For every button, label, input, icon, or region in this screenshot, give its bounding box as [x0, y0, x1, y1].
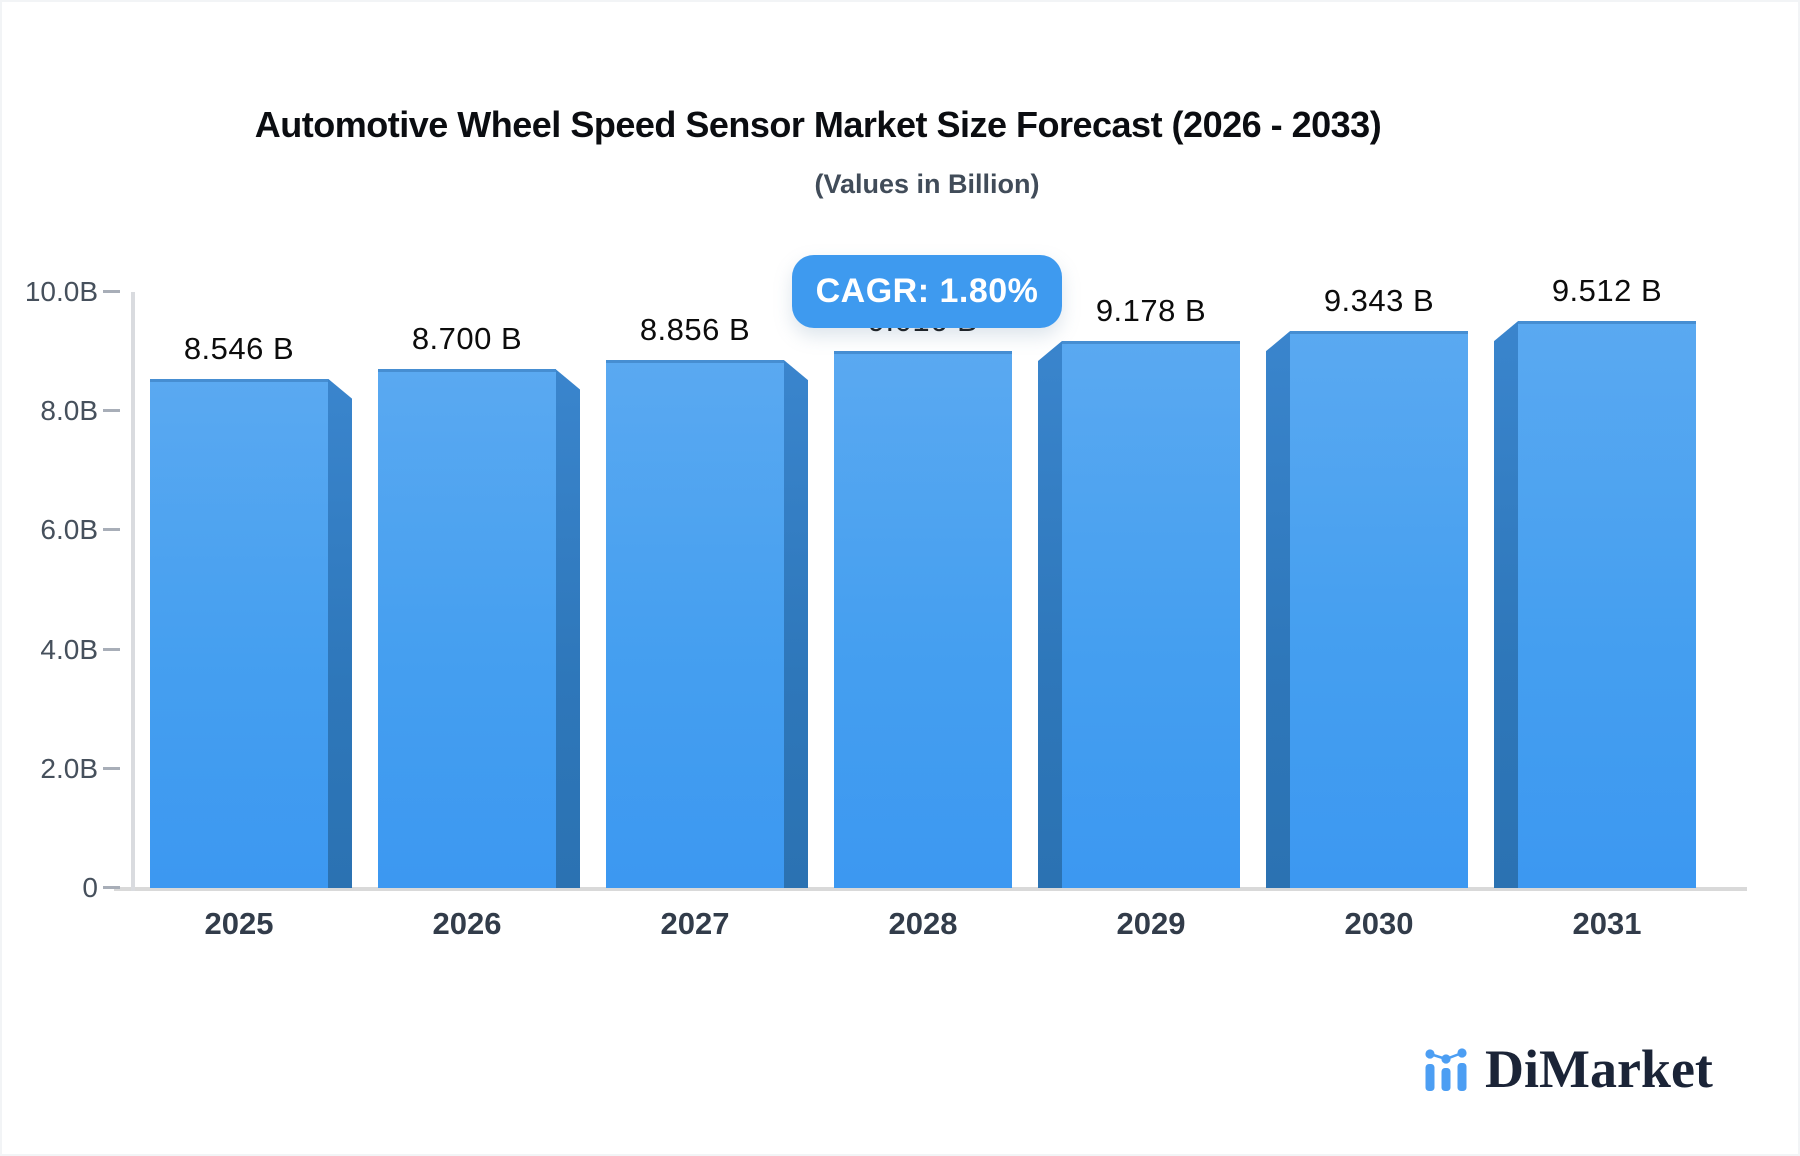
y-tick-label-6.0B: 6.0B [40, 514, 98, 546]
y-tick-mark [103, 528, 120, 532]
x-axis-label-2025: 2025 [204, 906, 274, 941]
y-tick-label-4.0B: 4.0B [40, 633, 98, 665]
x-axis-label-2026: 2026 [432, 906, 502, 941]
y-tick-label-2.0B: 2.0B [40, 752, 98, 784]
y-tick-label-10.0B: 10.0B [24, 276, 98, 307]
bar-value-label-2026: 8.700 B [411, 321, 523, 357]
x-axis-label-2029: 2029 [1116, 906, 1186, 941]
bar-value-label-2025: 8.546 B [183, 330, 295, 366]
mini-bar-chart-logo-icon [1425, 1048, 1467, 1091]
y-tick-mark [103, 290, 120, 293]
y-axis-line [131, 292, 135, 891]
y-tick-mark [103, 409, 120, 413]
x-axis-label-2030: 2030 [1344, 906, 1414, 941]
bar-2028[interactable] [834, 350, 1012, 888]
bar-side-2027 [784, 360, 808, 888]
y-tick-label-0: 0 [82, 872, 98, 903]
x-axis-label-2031: 2031 [1572, 906, 1642, 941]
bar-2026[interactable] [378, 369, 556, 888]
bar-side-2026 [556, 369, 580, 888]
y-tick-label-8.0B: 8.0B [40, 395, 98, 427]
bar-side-2025 [328, 378, 352, 888]
brand-name: DiMarket [1485, 1039, 1713, 1099]
bar-2031[interactable] [1518, 321, 1696, 888]
x-axis-label-2027: 2027 [660, 906, 730, 941]
x-axis-baseline [114, 887, 1747, 891]
bar-value-label-2029: 9.178 B [1095, 292, 1207, 328]
bar-2027[interactable] [606, 360, 784, 888]
x-axis-label-2028: 2028 [888, 906, 958, 941]
brand-logo: DiMarket [1423, 1040, 1713, 1098]
bar-value-label-2031: 9.512 B [1551, 273, 1663, 309]
chart-title: Automotive Wheel Speed Sensor Market Siz… [254, 104, 1382, 145]
bar-2030[interactable] [1290, 331, 1468, 888]
bar-2025[interactable] [150, 378, 328, 888]
bar-side-2030 [1266, 331, 1290, 888]
bar-value-label-2030: 9.343 B [1323, 283, 1435, 319]
y-tick-mark [103, 766, 120, 770]
bar-side-2031 [1494, 321, 1518, 888]
bar-value-label-2027: 8.856 B [639, 312, 751, 348]
y-tick-mark [103, 647, 120, 651]
cagr-badge: CAGR: 1.80% [792, 255, 1062, 328]
bar-2029[interactable] [1062, 340, 1240, 888]
bar-side-2029 [1038, 340, 1062, 888]
y-tick-mark [103, 886, 120, 889]
chart-subtitle: (Values in Billion) [814, 169, 1040, 199]
